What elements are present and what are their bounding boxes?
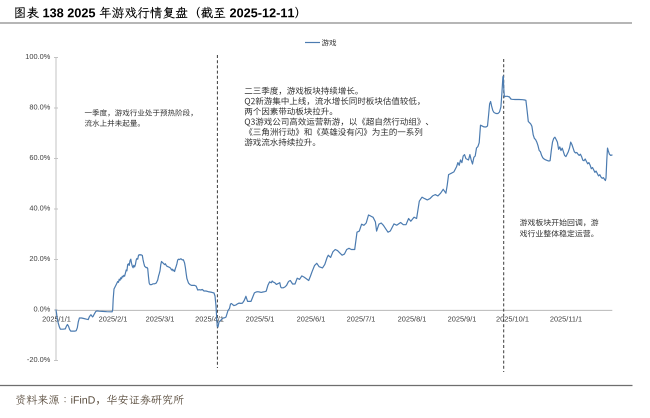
- svg-text:80.0%: 80.0%: [29, 103, 50, 112]
- svg-text:40.0%: 40.0%: [29, 204, 50, 213]
- svg-text:20.0%: 20.0%: [29, 254, 50, 263]
- svg-text:100.0%: 100.0%: [25, 52, 50, 61]
- svg-text:0.0%: 0.0%: [33, 305, 50, 314]
- svg-text:2025/1/1: 2025/1/1: [42, 314, 71, 323]
- svg-text:2025/6/1: 2025/6/1: [297, 314, 326, 323]
- svg-text:2025/2/1: 2025/2/1: [99, 314, 128, 323]
- svg-text:2025/8/1: 2025/8/1: [398, 314, 427, 323]
- svg-text:-20.0%: -20.0%: [27, 355, 51, 364]
- svg-text:2025/5/1: 2025/5/1: [246, 314, 275, 323]
- svg-text:2025/9/1: 2025/9/1: [448, 314, 477, 323]
- svg-text:2025/3/1: 2025/3/1: [146, 314, 175, 323]
- svg-text:60.0%: 60.0%: [29, 153, 50, 162]
- svg-text:2025/7/1: 2025/7/1: [347, 314, 376, 323]
- svg-text:2025/11/1: 2025/11/1: [550, 314, 582, 323]
- svg-text:2025/10/1: 2025/10/1: [496, 314, 529, 323]
- svg-text:2025/4/1: 2025/4/1: [195, 314, 224, 323]
